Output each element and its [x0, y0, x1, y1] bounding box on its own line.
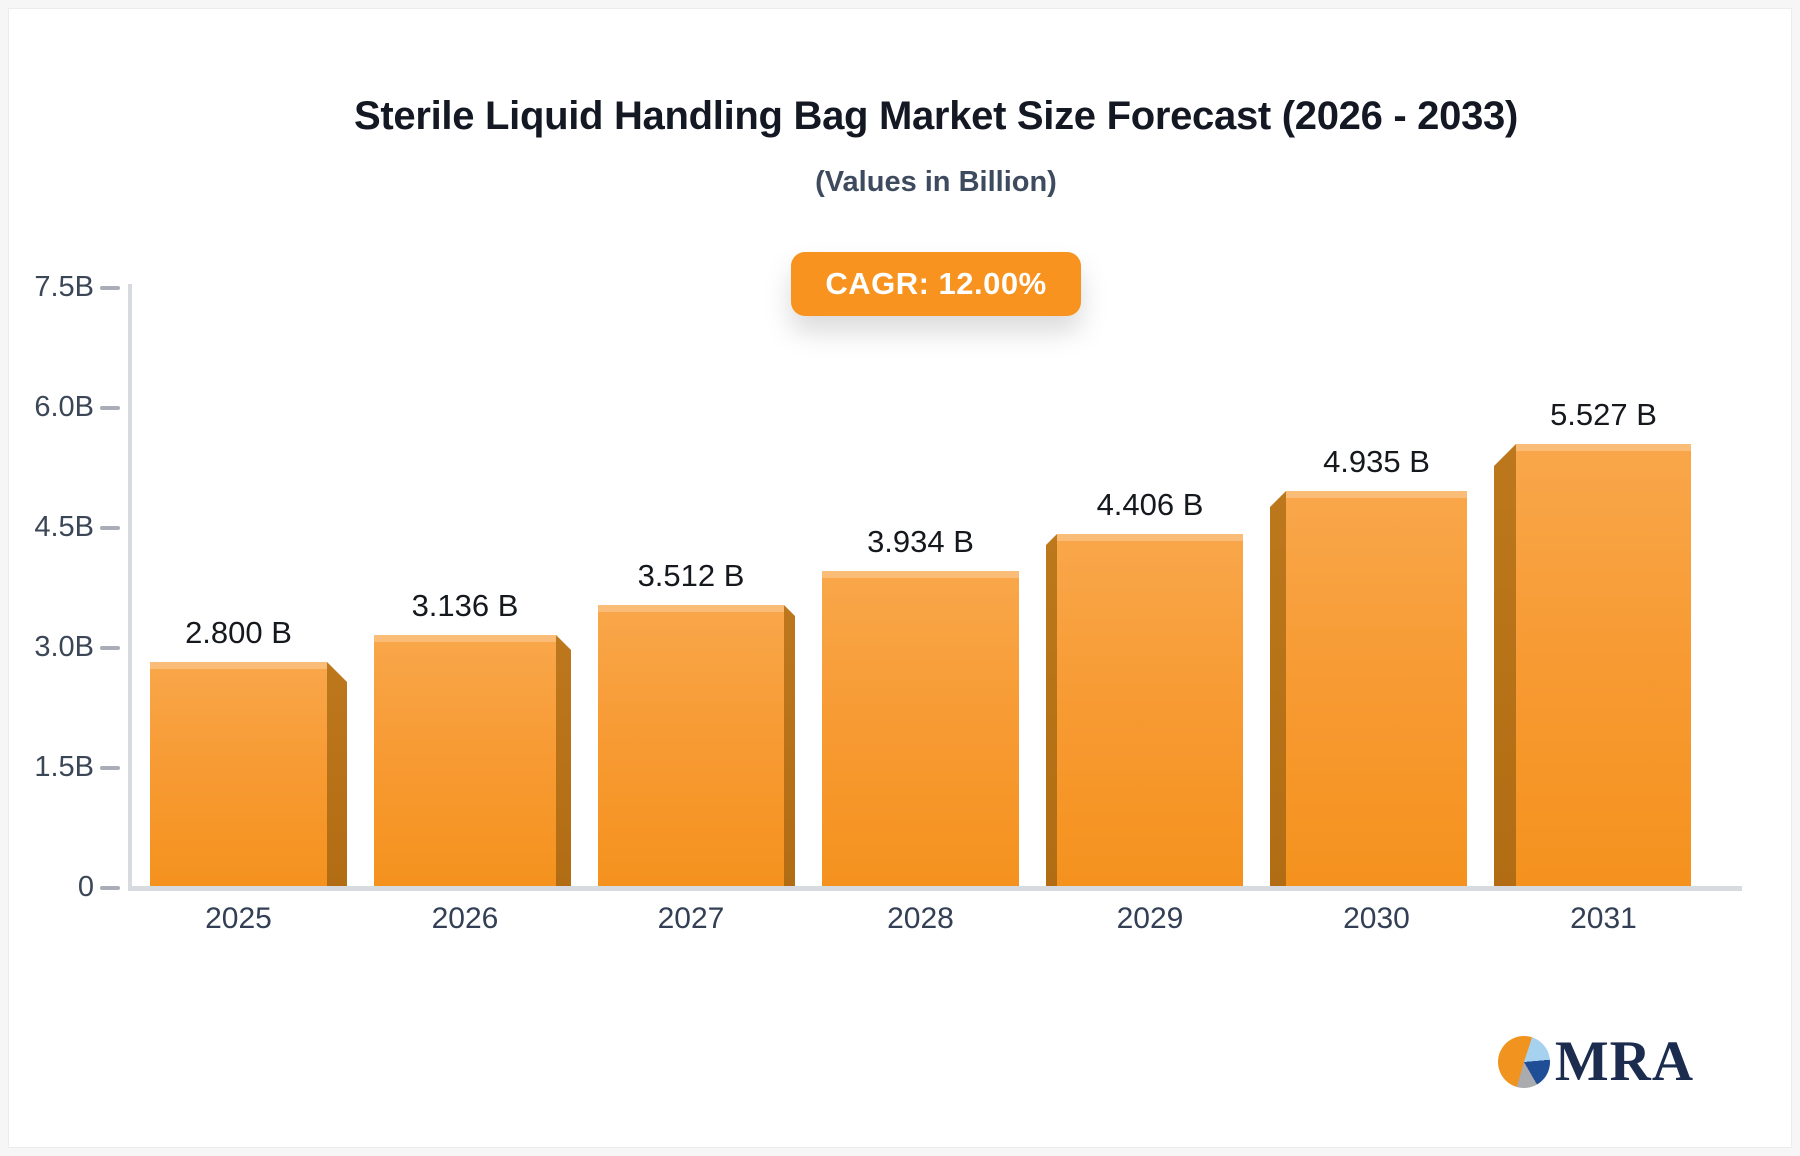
y-tick-label: 6.0B [34, 391, 94, 423]
bar-2031 [1494, 444, 1691, 886]
x-category-label: 2026 [431, 902, 499, 935]
bar-side-panel [784, 605, 795, 886]
bar-value-label: 2.800 B [185, 615, 292, 650]
bar-face [822, 571, 1019, 886]
x-category-label: 2027 [657, 902, 725, 935]
bar-2029 [1046, 534, 1243, 886]
bar-2028 [822, 571, 1019, 886]
bar-value-label: 3.136 B [411, 588, 519, 623]
bar-2027 [598, 605, 795, 886]
bar-face [150, 662, 327, 886]
bar-face [374, 635, 556, 886]
y-tick-mark [100, 526, 120, 530]
brand-logo: MRA [1497, 1030, 1694, 1093]
bar-2025 [150, 662, 347, 886]
x-category-label: 2028 [887, 902, 954, 935]
bar-face [598, 605, 784, 886]
x-category-label: 2029 [1116, 902, 1184, 935]
y-tick-label: 0 [77, 871, 94, 903]
bar-value-label: 4.935 B [1323, 444, 1430, 479]
bar-face [1057, 534, 1243, 886]
bar-value-label: 3.934 B [867, 524, 974, 559]
x-category-label: 2031 [1570, 902, 1637, 935]
bar-side-panel [1046, 534, 1057, 886]
y-tick-mark [100, 646, 120, 650]
y-tick-mark [100, 286, 120, 290]
y-tick-label: 3.0B [34, 631, 94, 663]
x-axis-line [128, 886, 1742, 891]
y-tick-mark [100, 766, 120, 770]
cagr-badge-row: CAGR: 12.00% [130, 252, 1742, 316]
y-tick-label: 7.5B [34, 271, 94, 303]
bar-value-label: 4.406 B [1096, 487, 1204, 522]
bar-side-panel [327, 662, 347, 886]
bar-side-panel [556, 635, 571, 886]
bar-2026 [374, 635, 571, 886]
bar-value-label: 3.512 B [637, 558, 745, 593]
y-tick-label: 4.5B [34, 511, 94, 543]
x-category-label: 2030 [1343, 902, 1410, 935]
y-tick-mark [100, 406, 120, 410]
chart-subtitle: (Values in Billion) [815, 166, 1057, 198]
bar-2030 [1270, 491, 1467, 886]
bar-value-label: 5.527 B [1550, 397, 1657, 432]
y-tick-mark [100, 886, 120, 890]
cagr-badge: CAGR: 12.00% [791, 252, 1081, 316]
pie-chart-icon [1497, 1036, 1550, 1088]
brand-name: MRA [1554, 1030, 1694, 1093]
bar-face [1516, 444, 1691, 886]
bar-side-panel [1270, 491, 1286, 886]
y-tick-label: 1.5B [34, 751, 94, 783]
x-category-label: 2025 [205, 902, 272, 935]
bar-side-panel [1494, 444, 1516, 886]
y-axis-line [128, 284, 132, 890]
bar-face [1286, 491, 1467, 886]
chart-title: Sterile Liquid Handling Bag Market Size … [354, 94, 1518, 138]
